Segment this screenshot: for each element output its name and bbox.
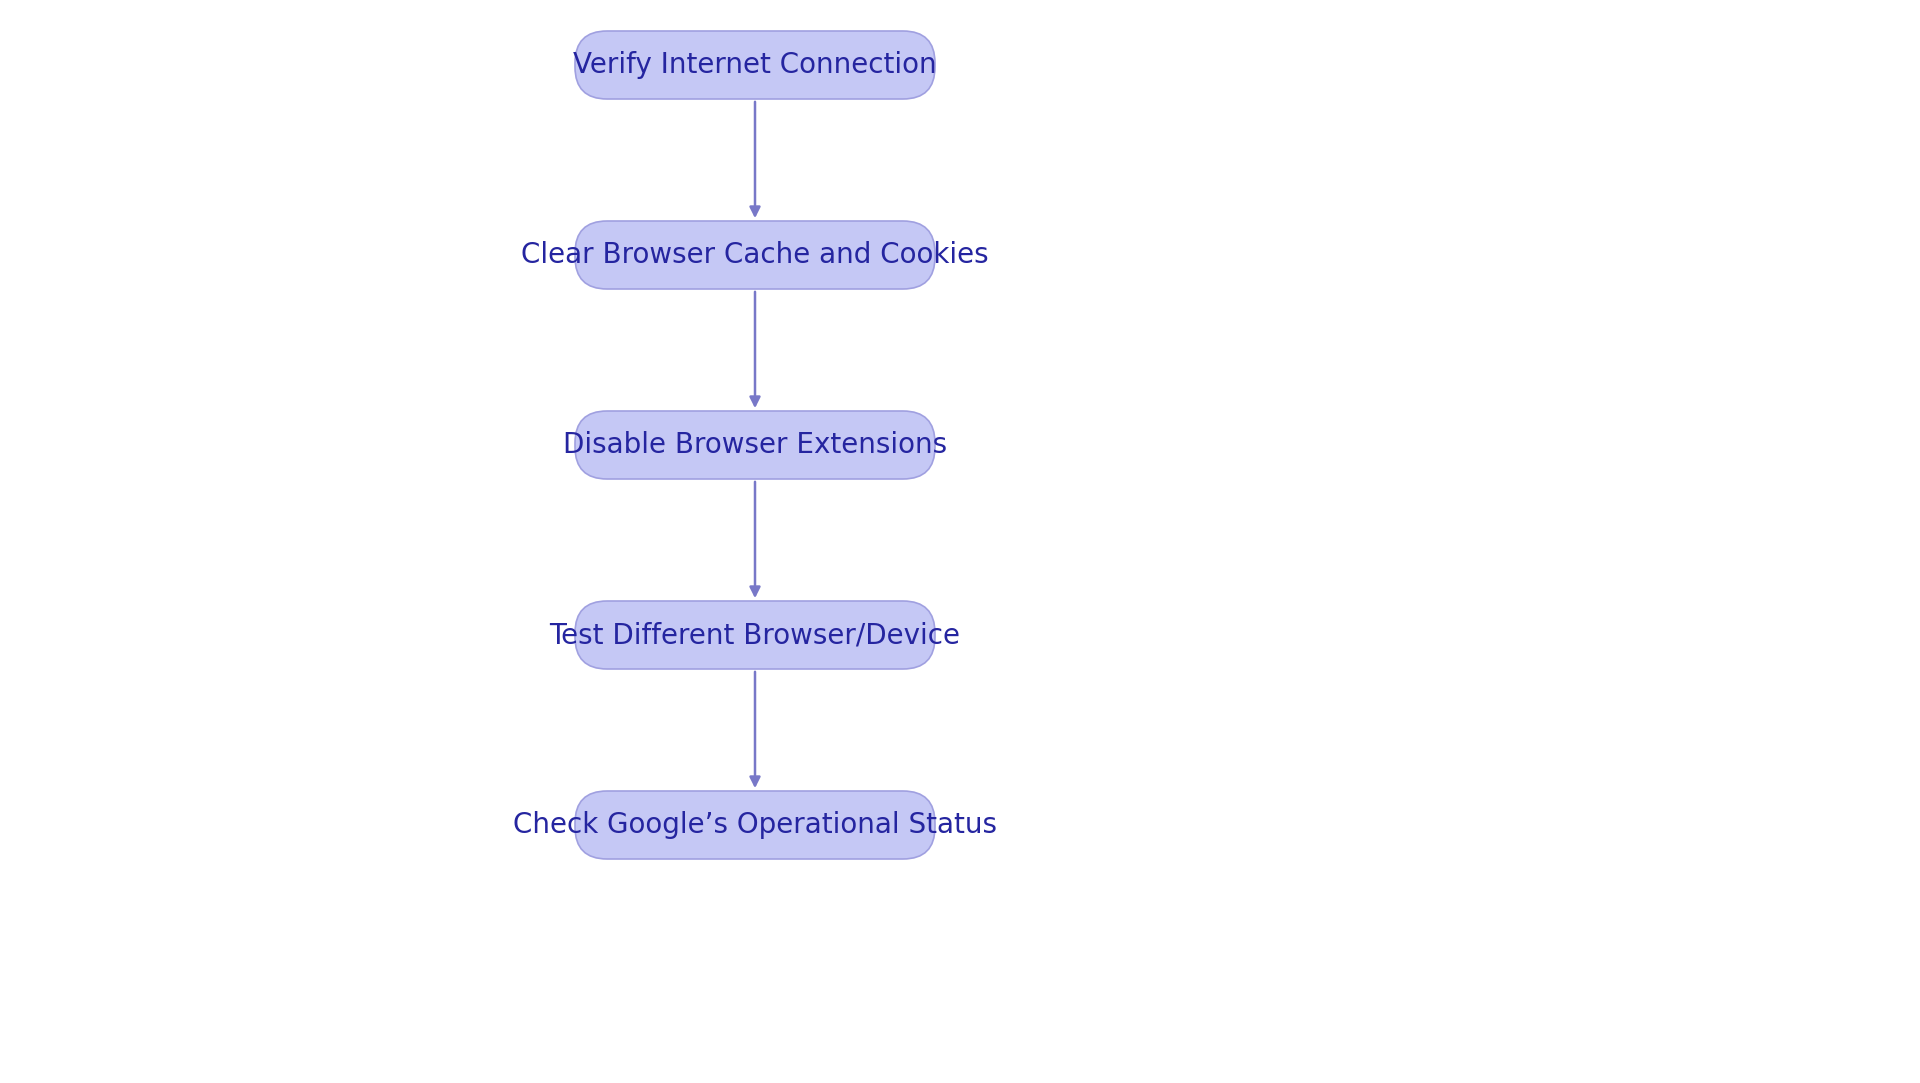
Text: Test Different Browser/Device: Test Different Browser/Device xyxy=(549,621,960,649)
FancyBboxPatch shape xyxy=(574,791,935,859)
FancyBboxPatch shape xyxy=(574,221,935,289)
Text: Clear Browser Cache and Cookies: Clear Browser Cache and Cookies xyxy=(520,242,989,269)
Text: Check Google’s Operational Status: Check Google’s Operational Status xyxy=(513,811,996,839)
FancyBboxPatch shape xyxy=(574,412,935,479)
Text: Verify Internet Connection: Verify Internet Connection xyxy=(574,51,937,79)
Text: Disable Browser Extensions: Disable Browser Extensions xyxy=(563,431,947,459)
FancyBboxPatch shape xyxy=(574,601,935,669)
FancyBboxPatch shape xyxy=(574,31,935,99)
